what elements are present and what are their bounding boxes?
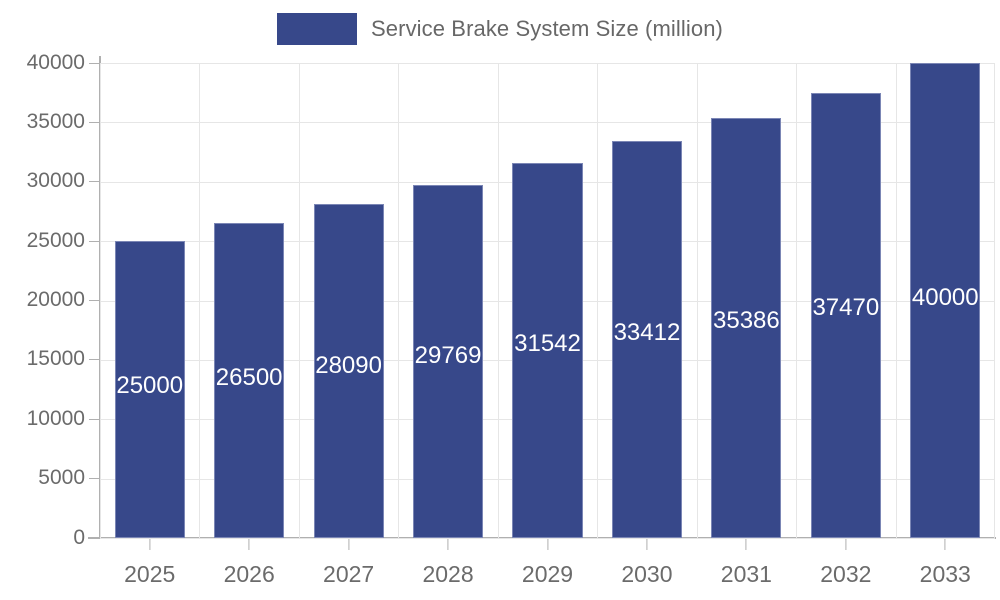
x-axis-tick-mark [546,539,548,550]
bar[interactable] [512,163,583,538]
x-axis-tick: 2028 [422,539,474,588]
legend-color-swatch-icon [277,13,358,45]
y-axis-tick-mark [89,478,100,480]
y-axis-tick-label: 25000 [26,228,85,252]
x-axis-tick-label: 2030 [621,561,673,587]
x-axis-tick: 2030 [621,539,673,588]
x-axis-tick: 2025 [124,539,175,588]
y-axis-tick-label: 15000 [26,347,85,371]
y-axis-tick-mark [89,359,100,361]
y-axis-tick-mark [89,300,100,301]
bar[interactable] [711,117,782,538]
y-axis-tick-label: 20000 [26,288,85,311]
x-axis-tick-mark [745,539,747,550]
bar[interactable] [114,241,185,538]
y-axis-tick-label: 0 [73,525,85,549]
legend-label: Service Brake System Size (million) [371,16,723,41]
bar[interactable] [214,223,285,538]
y-axis-tick-label: 35000 [26,109,85,133]
y-axis: 0 5000 10000 15000 20000 25000 30000 35000 40000 [0,52,100,548]
bar[interactable] [910,63,981,538]
chart-legend: Service Brake System Size (million) [0,0,1000,58]
x-axis-tick-label: 2025 [124,561,176,587]
x-axis-tick-mark [149,539,151,550]
x-axis-tick-label: 2029 [521,561,574,587]
bar[interactable] [413,184,484,538]
x-axis-tick: 2029 [522,539,573,588]
x-axis-tick-mark [447,539,449,550]
y-axis-tick-mark [89,121,100,123]
bar[interactable] [810,93,881,538]
y-axis-tick-mark [89,62,100,64]
x-axis-tick: 2027 [323,539,374,588]
y-axis-tick-label: 10000 [26,406,85,430]
y-axis-tick-label: 30000 [26,169,85,193]
x-axis-tick-mark [944,539,946,550]
y-axis-tick-label: 5000 [38,466,85,490]
y-axis-tick-mark [89,181,100,183]
legend-item-service-brake-system-size[interactable]: Service Brake System Size (million) [277,13,723,45]
x-axis-tick-label: 2031 [720,561,772,587]
x-axis-tick-label: 2032 [820,561,872,587]
x-axis-tick-label: 2033 [919,561,971,587]
x-axis-tick-mark [348,539,350,550]
x-axis-tick: 2031 [721,539,772,588]
x-axis-tick-mark [845,539,847,550]
x-axis-tick: 2032 [820,539,871,588]
y-axis-tick-mark [89,240,100,242]
x-axis-tick-label: 2027 [323,561,375,587]
x-axis-tick-mark [248,539,250,550]
x-axis-tick-label: 2028 [422,561,474,587]
x-axis: 2025 2026 2027 2028 2029 2030 2031 2032 2033 [100,539,995,600]
bar[interactable] [313,204,384,538]
y-axis-tick-label: 40000 [26,50,85,74]
x-axis-tick: 2033 [920,539,971,588]
bar-series-service-brake-system-size: 25000 26500 28090 29769 31542 33412 35386 37470… [100,63,995,538]
plot-area: 25000 26500 28090 29769 31542 33412 35386 37470… [100,63,995,539]
x-axis-tick: 2026 [224,539,275,588]
x-axis-tick-mark [646,539,648,550]
bar[interactable] [611,141,682,538]
x-axis-tick-label: 2026 [223,561,275,587]
y-axis-tick-mark [89,418,100,420]
